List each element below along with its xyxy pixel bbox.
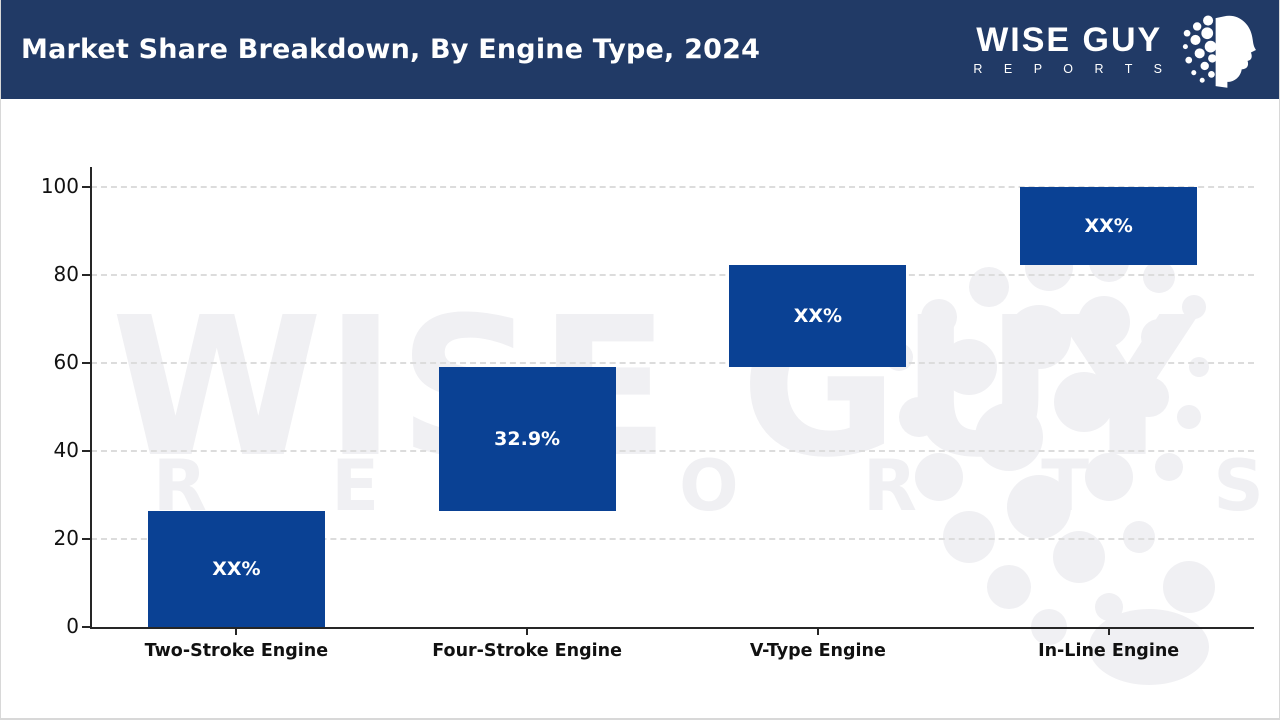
- x-axis-category-label: Two-Stroke Engine: [144, 641, 329, 661]
- x-axis-tick-mark: [235, 627, 238, 635]
- y-axis-tick-label: 80: [53, 262, 79, 286]
- y-axis-tick-label: 40: [53, 438, 79, 462]
- watermark-head-icon: [885, 242, 1215, 685]
- bar-four-stroke-engine: 32.9%: [438, 366, 616, 512]
- header-bar: Market Share Breakdown, By Engine Type, …: [1, 0, 1279, 99]
- bar-in-line-engine: XX%: [1020, 187, 1198, 265]
- logo-head-icon: [1182, 15, 1256, 88]
- y-axis-tick-label: 60: [53, 350, 79, 374]
- gridline-60: [91, 362, 1254, 364]
- gridline-80: [91, 274, 1254, 276]
- wise-guy-reports-logo: WISE GUY R E P O R T S: [967, 8, 1261, 92]
- page-title: Market Share Breakdown, By Engine Type, …: [21, 34, 761, 65]
- y-axis-tick-mark: [82, 186, 90, 188]
- gridline-100: [91, 186, 1254, 188]
- x-axis-category-label: Four-Stroke Engine: [432, 641, 622, 661]
- gridline-20: [91, 538, 1254, 540]
- x-axis-category-label: In-Line Engine: [1038, 641, 1180, 661]
- watermark: WISE GUY R E P O R T S: [1, 99, 1280, 718]
- x-axis-tick-mark: [526, 627, 529, 635]
- y-axis-tick-label: 20: [53, 526, 79, 550]
- y-axis-tick-mark: [82, 362, 90, 364]
- chart-plot-area: WISE GUY R E P O R T S 0 20 40 60 80 100 XX: [1, 99, 1280, 718]
- bar-value-label: 32.9%: [494, 427, 561, 450]
- y-axis-tick-label: 0: [66, 614, 79, 638]
- y-axis-tick-mark: [82, 626, 90, 628]
- y-axis-tick-mark: [82, 274, 90, 276]
- logo-wordmark: WISE GUY: [976, 21, 1163, 59]
- bar-value-label: XX%: [793, 304, 843, 327]
- y-axis-tick-mark: [82, 450, 90, 452]
- x-axis-line: [90, 627, 1254, 629]
- bar-two-stroke-engine: XX%: [147, 511, 325, 627]
- bar-value-label: XX%: [212, 558, 261, 581]
- y-axis-tick-label: 100: [40, 174, 79, 198]
- y-axis-line: [90, 167, 92, 629]
- x-axis-category-label: V-Type Engine: [749, 641, 886, 661]
- x-axis-tick-mark: [1107, 627, 1110, 635]
- bar-v-type-engine: XX%: [729, 264, 907, 367]
- y-axis-tick-mark: [82, 538, 90, 540]
- watermark-subtitle: R E P O R T S: [153, 445, 1280, 527]
- gridline-40: [91, 450, 1254, 452]
- x-axis-tick-mark: [816, 627, 819, 635]
- logo-subtitle: R E P O R T S: [973, 62, 1171, 76]
- bar-value-label: XX%: [1084, 214, 1133, 237]
